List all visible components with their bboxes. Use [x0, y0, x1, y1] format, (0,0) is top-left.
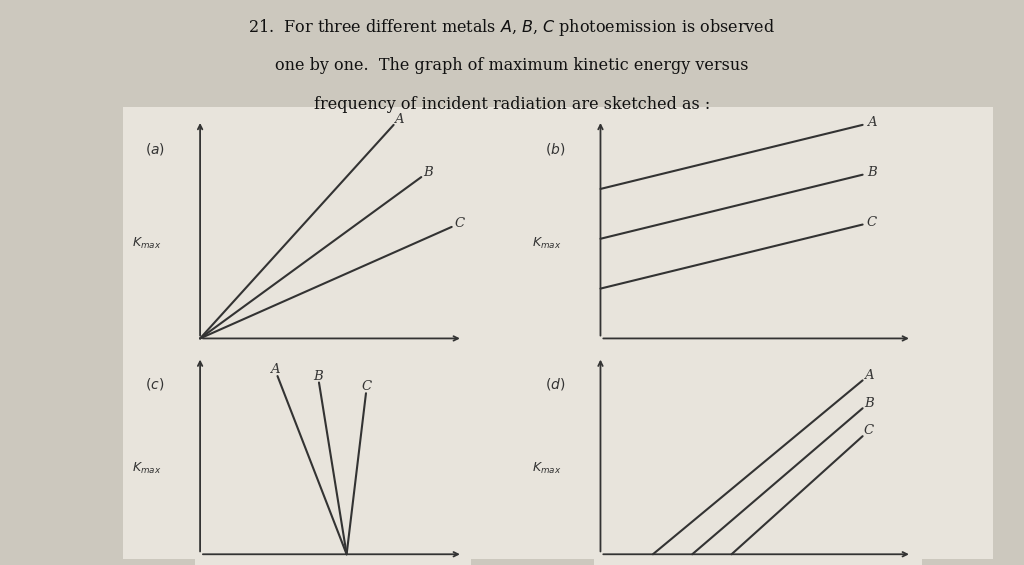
Text: A: A: [270, 363, 280, 376]
Text: B: B: [867, 166, 877, 179]
Text: B: B: [863, 397, 873, 410]
Text: $(c)$: $(c)$: [144, 376, 164, 392]
Text: $K_{max}$: $K_{max}$: [531, 461, 561, 476]
Text: C: C: [867, 216, 877, 229]
Text: A: A: [864, 369, 873, 382]
Text: $(d)$: $(d)$: [545, 376, 565, 392]
Text: C: C: [361, 380, 372, 393]
Text: $K_{max}$: $K_{max}$: [132, 236, 162, 251]
Text: $(b)$: $(b)$: [545, 141, 565, 158]
Text: B: B: [423, 166, 432, 179]
Text: A: A: [867, 116, 877, 129]
Text: 21.  For three different metals $A$, $B$, $C$ photoemission is observed: 21. For three different metals $A$, $B$,…: [249, 17, 775, 38]
Text: C: C: [863, 424, 873, 437]
Text: C: C: [454, 217, 464, 230]
Text: v $\longrightarrow$: v $\longrightarrow$: [741, 370, 774, 383]
Text: $K_{max}$: $K_{max}$: [132, 461, 162, 476]
Text: one by one.  The graph of maximum kinetic energy versus: one by one. The graph of maximum kinetic…: [275, 56, 749, 73]
Text: v $\longrightarrow$: v $\longrightarrow$: [316, 370, 349, 383]
Text: frequency of incident radiation are sketched as :: frequency of incident radiation are sket…: [314, 96, 710, 113]
Text: A: A: [394, 113, 403, 126]
Text: $(a)$: $(a)$: [144, 141, 165, 158]
Text: B: B: [313, 370, 323, 383]
Text: $K_{max}$: $K_{max}$: [531, 236, 561, 251]
